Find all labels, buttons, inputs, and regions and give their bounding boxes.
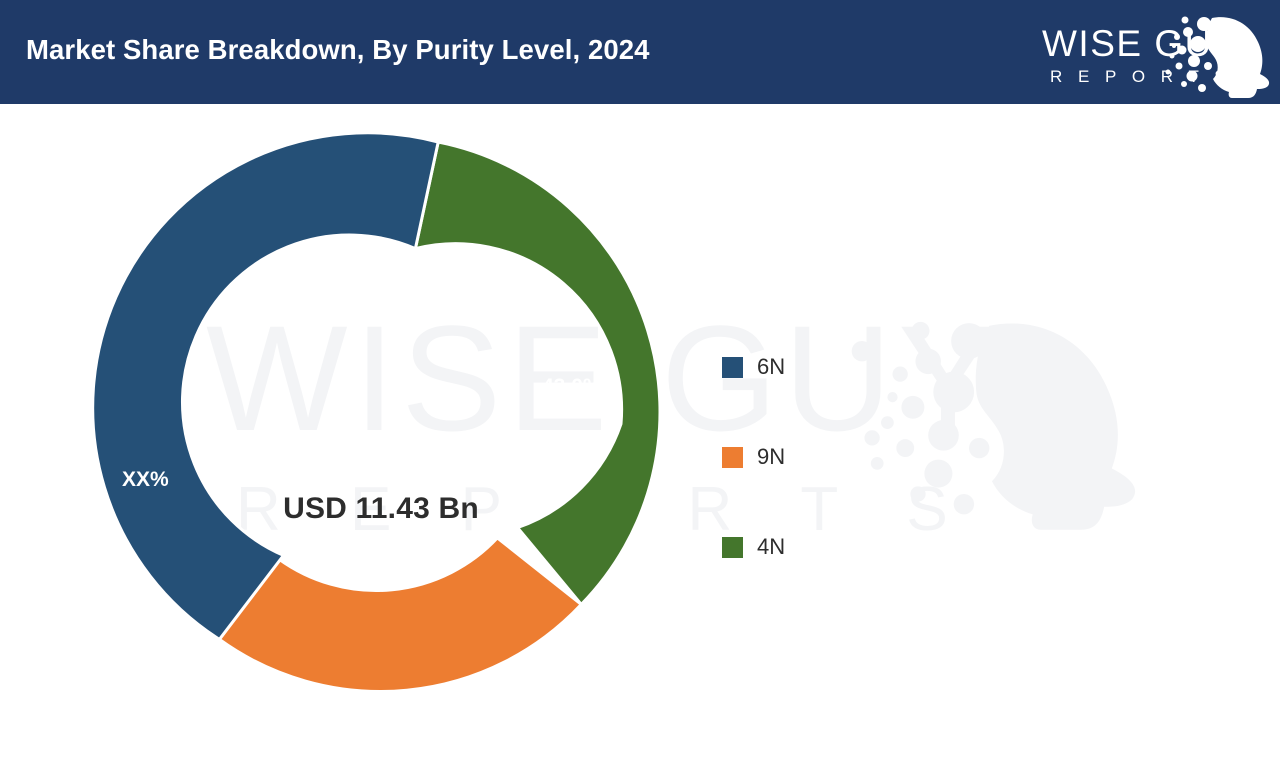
legend-label-4n: 4N: [757, 534, 786, 559]
wiseguy-reports-logo: WISE GUY R E P O R T S: [1036, 4, 1272, 100]
watermark-text-primary: WISE GUY: [206, 294, 1004, 462]
legend-swatch-4n: [722, 536, 743, 558]
donut-slice-6n: [91, 131, 440, 642]
legend-swatch-6n: [722, 356, 743, 378]
legend-label-9n: 9N: [757, 444, 786, 469]
legend-swatch-9n: [722, 446, 743, 468]
chart-canvas: WISE GUY R E P O R T S: [0, 104, 1280, 761]
donut-slice-4n: [413, 140, 662, 607]
slice-label-6n: XX%: [122, 468, 169, 491]
page-header: Market Share Breakdown, By Purity Level,…: [0, 0, 1280, 104]
page-title: Market Share Breakdown, By Purity Level,…: [26, 34, 650, 65]
donut-slice-9n: [217, 535, 584, 693]
watermark-head-profile-icon: [851, 321, 1136, 530]
legend-item-9n[interactable]: 9N: [722, 444, 785, 470]
logo-wordmark-secondary: R E P O R T S: [1050, 67, 1231, 86]
background-watermark: WISE GUY R E P O R T S: [206, 280, 1206, 680]
legend-item-6n[interactable]: 6N: [722, 354, 785, 380]
donut-chart: [91, 131, 662, 693]
slice-label-9n: XX%: [371, 738, 418, 761]
legend-label-6n: 6N: [757, 354, 786, 379]
donut-center-value: USD 11.43 Bn: [283, 492, 479, 525]
slice-label-4n: 43.0%: [542, 375, 602, 398]
logo-head-profile-icon: [1165, 16, 1270, 98]
legend-item-4n[interactable]: 4N: [722, 534, 785, 560]
